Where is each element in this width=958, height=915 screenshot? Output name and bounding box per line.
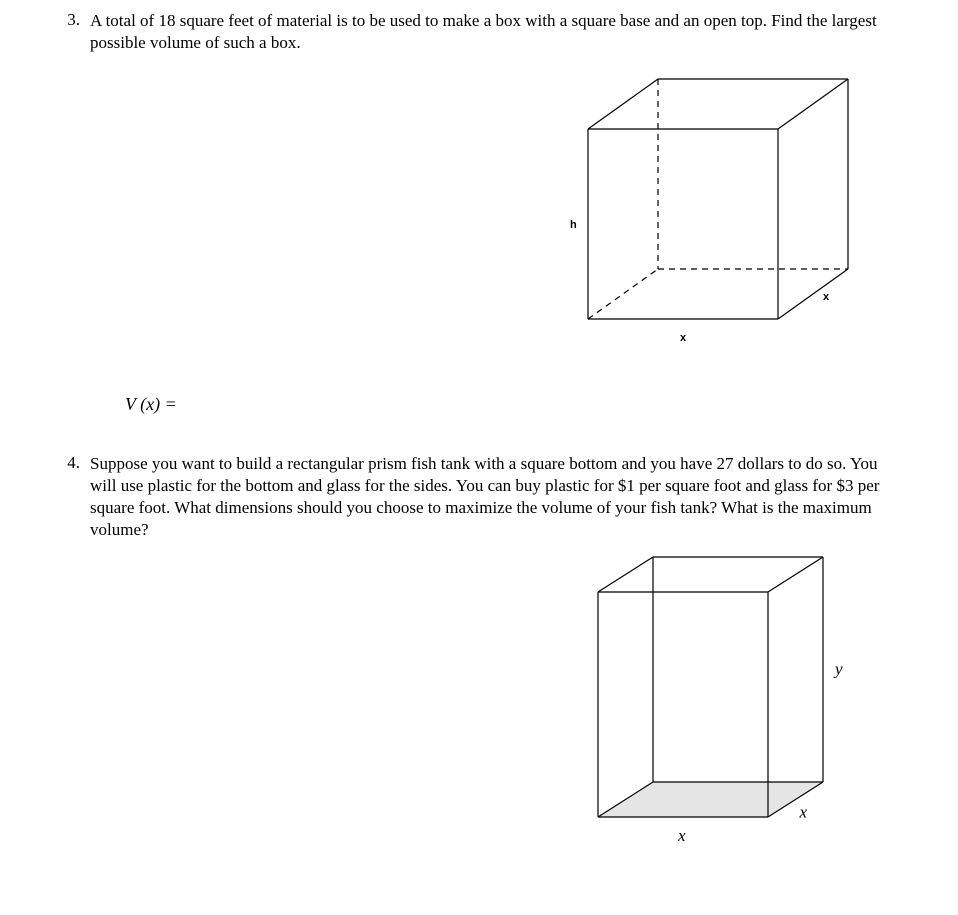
problem-3-number: 3. xyxy=(60,10,90,30)
problem-4: 4. Suppose you want to build a rectangul… xyxy=(60,453,898,846)
svg-text:x: x xyxy=(799,802,808,821)
problem-4-figure-wrap: x x y xyxy=(90,547,898,847)
box-diagram-icon: h x x xyxy=(548,59,868,359)
problem-3-text: A total of 18 square feet of material is… xyxy=(90,10,898,54)
problem-4-number: 4. xyxy=(60,453,90,473)
svg-text:x: x xyxy=(680,332,687,344)
prism-diagram-icon: x x y xyxy=(568,547,858,847)
volume-formula: V (x) = xyxy=(125,394,898,415)
problem-3-body: A total of 18 square feet of material is… xyxy=(90,10,898,445)
problem-3: 3. A total of 18 square feet of material… xyxy=(60,10,898,445)
problem-3-figure-wrap: h x x xyxy=(90,59,898,359)
svg-text:h: h xyxy=(570,219,577,231)
svg-text:x: x xyxy=(823,291,830,303)
problem-4-text: Suppose you want to build a rectangular … xyxy=(90,453,898,541)
problem-4-body: Suppose you want to build a rectangular … xyxy=(90,453,898,846)
svg-text:x: x xyxy=(677,826,686,845)
svg-text:y: y xyxy=(833,659,843,678)
